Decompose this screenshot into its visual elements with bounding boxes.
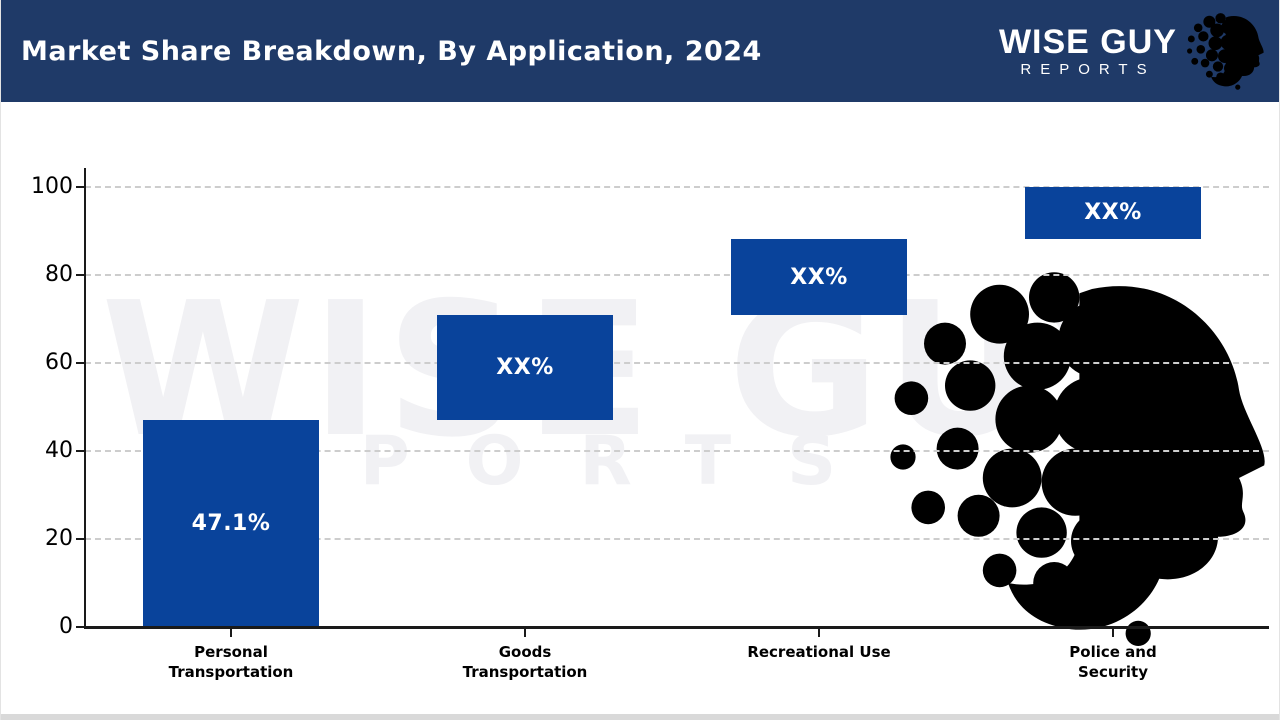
bottom-strip	[1, 714, 1279, 720]
bar-value-label: XX%	[790, 264, 848, 290]
logo-wordmark-line2: REPORTS	[1020, 60, 1156, 78]
logo-wordmark: WISE GUY REPORTS	[999, 25, 1177, 78]
x-category-label: Goods Transportation	[395, 642, 655, 682]
chart-area: WISE GUY REPORTS 0 20 40 60 80 100 47.1% Person…	[1, 102, 1279, 714]
gridline	[85, 186, 1269, 188]
wise-guy-face-icon	[1187, 13, 1264, 90]
y-axis-tick	[76, 450, 85, 452]
waterfall-bar: XX%	[1025, 187, 1201, 239]
header-bar: Market Share Breakdown, By Application, …	[1, 0, 1279, 102]
x-category-label: Recreational Use	[689, 642, 949, 662]
x-category-label-line: Recreational Use	[747, 643, 891, 661]
page-title: Market Share Breakdown, By Application, …	[21, 35, 762, 67]
x-category-label-line: Security	[1077, 663, 1149, 681]
x-category-label: Personal Transportation	[101, 642, 361, 682]
y-tick-label: 60	[45, 350, 73, 375]
waterfall-bar: 47.1%	[143, 419, 319, 627]
bar-value-label: XX%	[1084, 200, 1142, 226]
wise-guy-reports-logo: WISE GUY REPORTS	[999, 6, 1267, 96]
x-axis-tick	[818, 629, 820, 637]
y-axis-tick	[76, 274, 85, 276]
waterfall-bar: XX%	[731, 238, 907, 316]
gridline	[85, 274, 1269, 276]
y-axis-tick	[76, 186, 85, 188]
x-category-label: Police and Security	[983, 642, 1243, 682]
x-category-label-line: Transportation	[462, 663, 588, 681]
x-axis-tick	[230, 629, 232, 637]
x-category-label-line: Police and	[1069, 643, 1157, 661]
y-tick-label: 100	[31, 174, 73, 199]
y-tick-label: 80	[45, 262, 73, 287]
gridline	[85, 450, 1269, 452]
x-axis-tick	[524, 629, 526, 637]
logo-wordmark-line1: WISE GUY	[998, 22, 1177, 61]
x-category-label-line: Goods	[498, 643, 552, 661]
y-axis-tick	[76, 362, 85, 364]
y-tick-label: 40	[45, 438, 73, 463]
x-axis-line	[84, 626, 1269, 629]
x-category-label-line: Transportation	[168, 663, 294, 681]
x-category-label-line: Personal	[194, 643, 268, 661]
bar-value-label: XX%	[496, 355, 554, 381]
y-tick-label: 20	[45, 526, 73, 551]
bar-value-label: 47.1%	[191, 510, 271, 536]
y-tick-label: 0	[59, 614, 73, 639]
y-axis-tick	[76, 538, 85, 540]
gridline	[85, 538, 1269, 540]
y-axis-tick	[76, 626, 85, 628]
y-axis-line	[84, 168, 86, 628]
waterfall-bar: XX%	[437, 315, 613, 420]
x-axis-tick	[1112, 629, 1114, 637]
gridline	[85, 362, 1269, 364]
